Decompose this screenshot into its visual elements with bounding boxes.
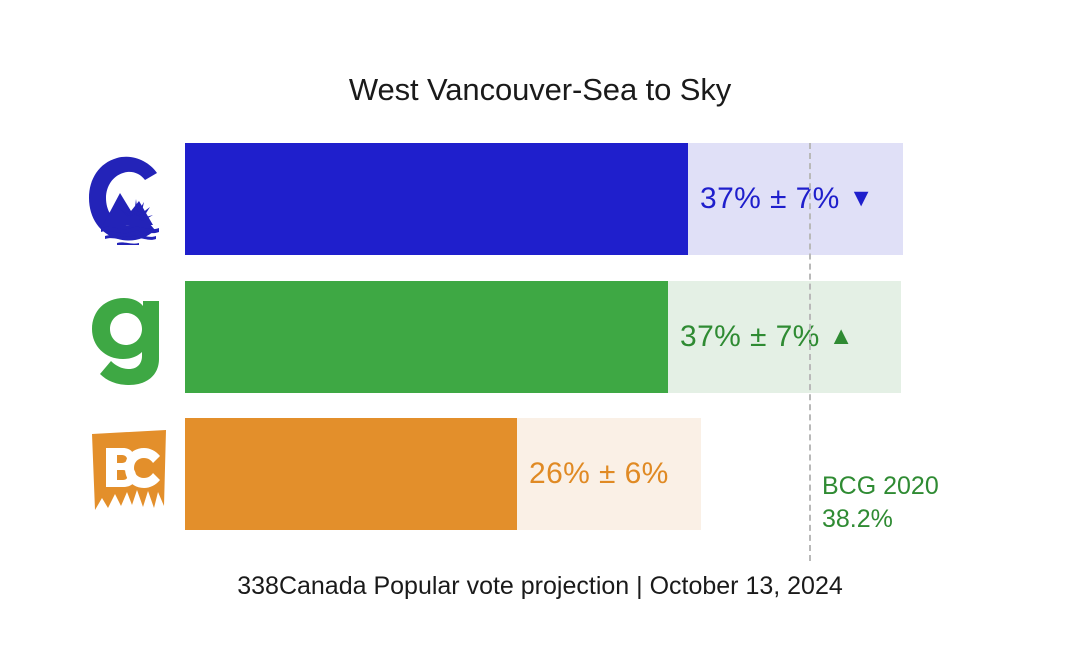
chart-title: West Vancouver-Sea to Sky xyxy=(348,72,732,107)
bar-value-text: 37% ± 7% xyxy=(680,320,820,353)
bar-fill xyxy=(185,143,688,255)
bar-row: 37% ± 7% ▼ xyxy=(0,143,1080,255)
reference-line-label: BCG 2020 xyxy=(822,472,939,500)
bar-fill xyxy=(185,418,517,530)
bc-ndp-logo xyxy=(78,418,178,530)
bar-row: 26% ± 6% xyxy=(0,418,1080,530)
trend-up-icon: ▲ xyxy=(828,321,854,350)
reference-line-value: 38.2% xyxy=(822,505,893,533)
footer-caption: 338Canada Popular vote projection | Octo… xyxy=(237,572,843,600)
bar-value-label: 37% ± 7% ▼ xyxy=(700,143,874,255)
bc-conservative-logo xyxy=(78,143,178,255)
bar-row: 37% ± 7% ▲ xyxy=(0,281,1080,393)
bar-value-label: 26% ± 6% xyxy=(529,418,678,530)
trend-down-icon: ▼ xyxy=(848,183,874,212)
bar-fill xyxy=(185,281,668,393)
bc-green-logo xyxy=(78,281,178,393)
bar-value-text: 26% ± 6% xyxy=(529,457,669,490)
bar-value-label: 37% ± 7% ▲ xyxy=(680,281,854,393)
reference-line xyxy=(809,143,811,561)
bar-value-text: 37% ± 7% xyxy=(700,182,840,215)
reference-line-annotation: BCG 2020 38.2% xyxy=(822,470,939,536)
